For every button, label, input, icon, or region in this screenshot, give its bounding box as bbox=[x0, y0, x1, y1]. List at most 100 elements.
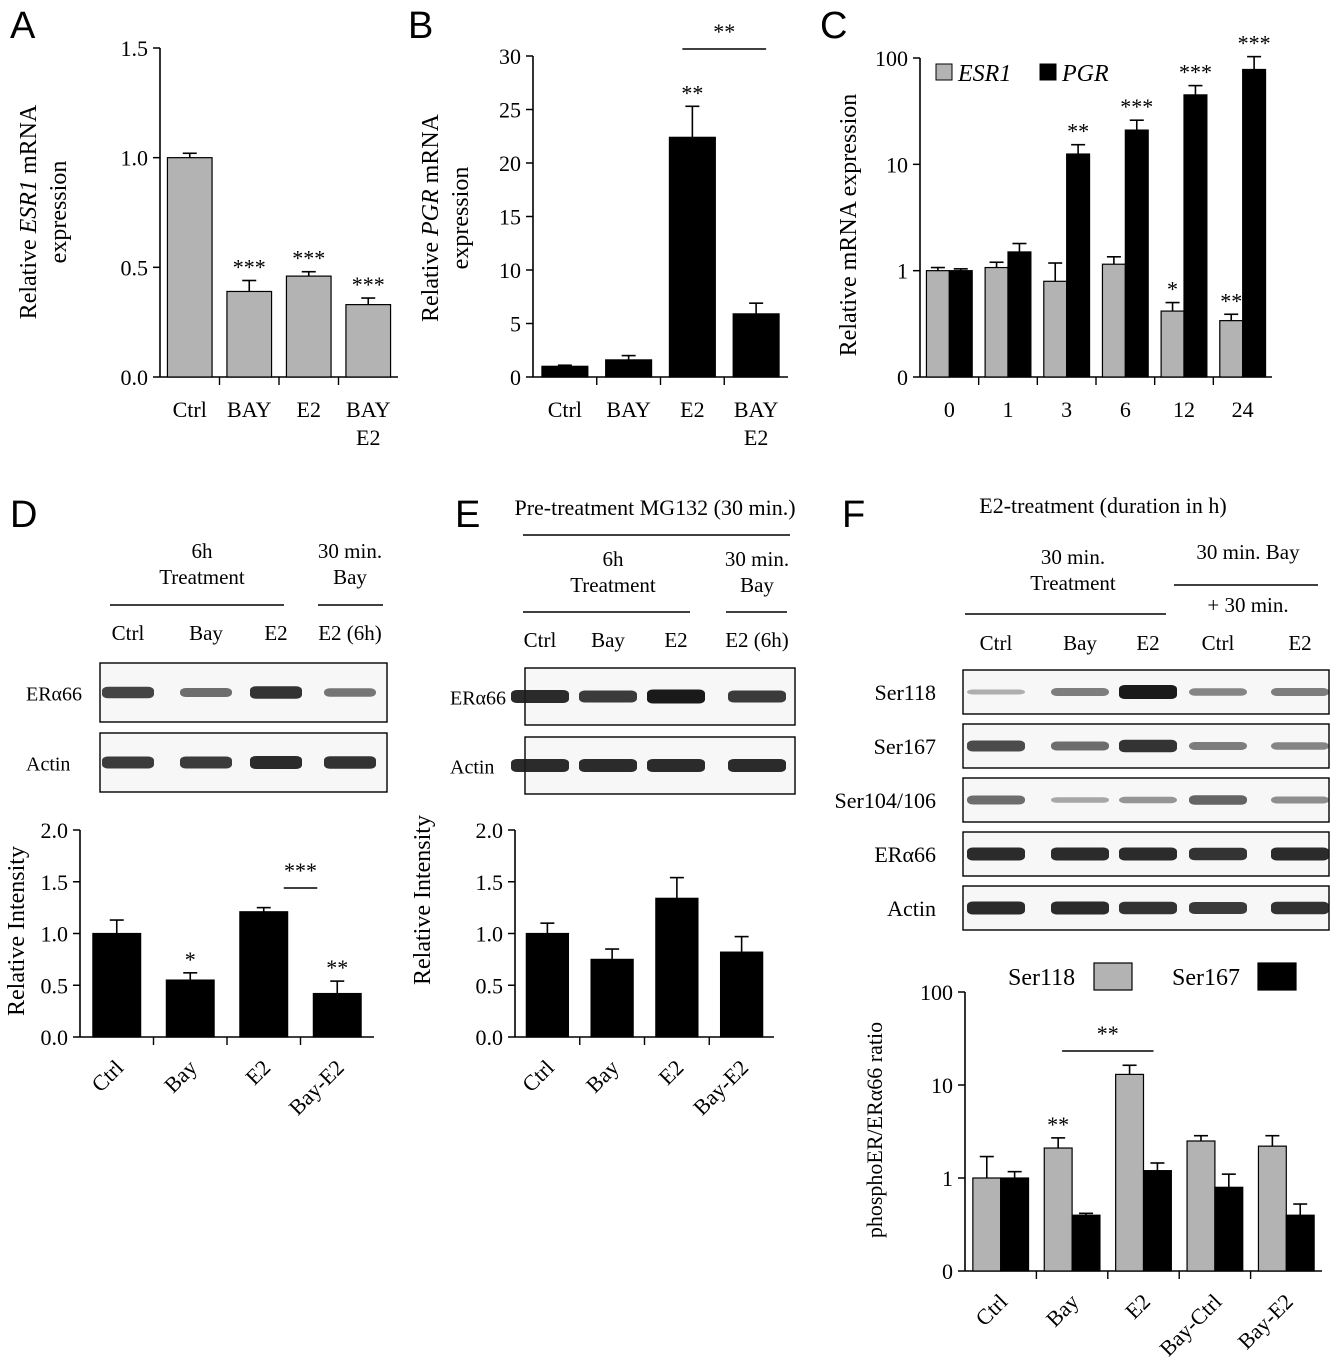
blot-group-label: Treatment bbox=[570, 573, 656, 597]
bar bbox=[1043, 280, 1068, 378]
x-tick-label: 0 bbox=[944, 397, 955, 422]
x-tick-label: Bay-E2 bbox=[688, 1055, 753, 1120]
y-tick-label: 0 bbox=[897, 365, 908, 390]
blot-f: E2-treatment (duration in h) + 30 min. Ctr… bbox=[835, 493, 1330, 931]
blot-row-label: Ser167 bbox=[874, 734, 936, 759]
blot-group-label: 6h bbox=[603, 547, 625, 571]
blot-band bbox=[102, 756, 154, 769]
bar bbox=[525, 932, 570, 1038]
blot-group-label: Treatment bbox=[1030, 571, 1116, 595]
y-tick-label: 1.0 bbox=[476, 922, 504, 947]
y-tick-label: 0 bbox=[510, 365, 521, 390]
blot-group-label: 30 min. bbox=[725, 547, 789, 571]
significance-label: ** bbox=[681, 80, 703, 105]
panel-letter: D bbox=[10, 494, 37, 536]
significance-label: ** bbox=[1047, 1112, 1069, 1137]
blot-band bbox=[1271, 796, 1329, 804]
blot-band bbox=[1051, 901, 1109, 915]
x-tick-label: E2 bbox=[680, 397, 704, 422]
bar bbox=[166, 157, 213, 378]
bar bbox=[1219, 320, 1244, 378]
y-tick-label: 0 bbox=[942, 1259, 953, 1284]
blot-band bbox=[967, 740, 1025, 752]
y-tick-label: 0.5 bbox=[121, 255, 149, 280]
bar bbox=[1186, 1140, 1216, 1272]
y-tick-label: 0.5 bbox=[476, 973, 504, 998]
x-tick-label: 24 bbox=[1232, 397, 1254, 422]
bar bbox=[948, 270, 973, 378]
blot-band bbox=[324, 688, 376, 697]
blot-d: Ctrl Bay E2 E2 (6h) ERα66 Actin bbox=[26, 604, 388, 793]
blot-row-label: Actin bbox=[887, 896, 936, 921]
blot-band bbox=[647, 759, 705, 772]
blot-band bbox=[967, 901, 1025, 915]
x-tick-label: 3 bbox=[1061, 397, 1072, 422]
legend-c: ESR1 PGR bbox=[935, 61, 1109, 87]
blot-group-label: 30 min. Bay bbox=[1196, 540, 1300, 564]
legend-swatch bbox=[1257, 962, 1297, 991]
blot-band bbox=[579, 690, 637, 703]
x-tick-label: BAY bbox=[606, 397, 651, 422]
y-tick-label: 0.0 bbox=[41, 1025, 69, 1050]
blot-lane-label: Bay bbox=[1063, 631, 1097, 655]
blot-group-label: 30 min. bbox=[318, 539, 382, 563]
bar bbox=[1142, 1170, 1172, 1272]
bar bbox=[1043, 1147, 1073, 1272]
x-tick-label: E2 bbox=[356, 425, 380, 450]
y-tick-label: 100 bbox=[920, 980, 953, 1005]
blot-group-label: Treatment bbox=[159, 565, 245, 589]
bar bbox=[984, 266, 1009, 378]
significance-bracket-label: ** bbox=[1097, 1021, 1119, 1046]
bar bbox=[1214, 1186, 1244, 1272]
bar bbox=[92, 932, 142, 1038]
blot-row-label: Actin bbox=[26, 754, 70, 776]
bar bbox=[668, 136, 716, 378]
bar bbox=[605, 359, 653, 378]
x-tick-label: Bay bbox=[581, 1055, 624, 1098]
panel-letter: A bbox=[10, 5, 36, 47]
x-tick-label: 12 bbox=[1173, 397, 1195, 422]
y-axis-label-line2: expression bbox=[46, 161, 72, 264]
bar bbox=[285, 275, 332, 378]
y-tick-label: 25 bbox=[499, 98, 521, 123]
y-tick-label: 2.0 bbox=[41, 818, 69, 843]
panel-a: A 0.0 0.5 1.0 1.5 Relative ESR1 mRNAexpressio… bbox=[10, 5, 398, 390]
bar bbox=[1183, 94, 1208, 378]
blot-lane-label: Ctrl bbox=[980, 631, 1013, 655]
bar bbox=[1124, 129, 1149, 378]
x-tick-label: BAY bbox=[734, 397, 779, 422]
blot-band bbox=[511, 690, 569, 703]
blot-band bbox=[1189, 847, 1247, 861]
blot-band bbox=[1189, 902, 1247, 914]
blot-band bbox=[1271, 688, 1329, 696]
bar bbox=[655, 897, 699, 1038]
blot-band bbox=[1189, 688, 1247, 696]
significance-label: * bbox=[1167, 277, 1178, 302]
y-tick-label: 1.0 bbox=[41, 922, 69, 947]
y-axis-label: Relative mRNA expression bbox=[836, 94, 862, 357]
blot-group-label: Bay bbox=[740, 573, 774, 597]
blot-band bbox=[1051, 688, 1109, 696]
legend-label: Ser118 bbox=[1008, 965, 1075, 991]
y-axis-label-part: ESR1 bbox=[16, 180, 42, 234]
blot-lane-label: E2 (6h) bbox=[725, 628, 789, 652]
y-axis-label: Relative PGR mRNA bbox=[418, 113, 444, 322]
blot-band bbox=[967, 795, 1025, 805]
blot-lane-label: E2 bbox=[264, 621, 287, 645]
blot-group-label: + 30 min. bbox=[1207, 593, 1288, 617]
y-tick-label: 1.5 bbox=[121, 36, 149, 61]
panel-letter: B bbox=[408, 5, 433, 47]
bar bbox=[972, 1177, 1002, 1272]
blot-band bbox=[511, 759, 569, 772]
legend-label: PGR bbox=[1061, 61, 1109, 87]
bar bbox=[1007, 251, 1032, 378]
x-tick-label: E2 bbox=[240, 1055, 275, 1090]
legend-label: ESR1 bbox=[957, 61, 1011, 87]
blot-band bbox=[180, 688, 232, 697]
y-tick-label: 2.0 bbox=[476, 818, 504, 843]
blot-band bbox=[324, 756, 376, 769]
y-tick-label: 0.0 bbox=[121, 365, 149, 390]
x-tick-label: BAY bbox=[346, 397, 391, 422]
y-axis-label-part: mRNA bbox=[418, 113, 444, 189]
